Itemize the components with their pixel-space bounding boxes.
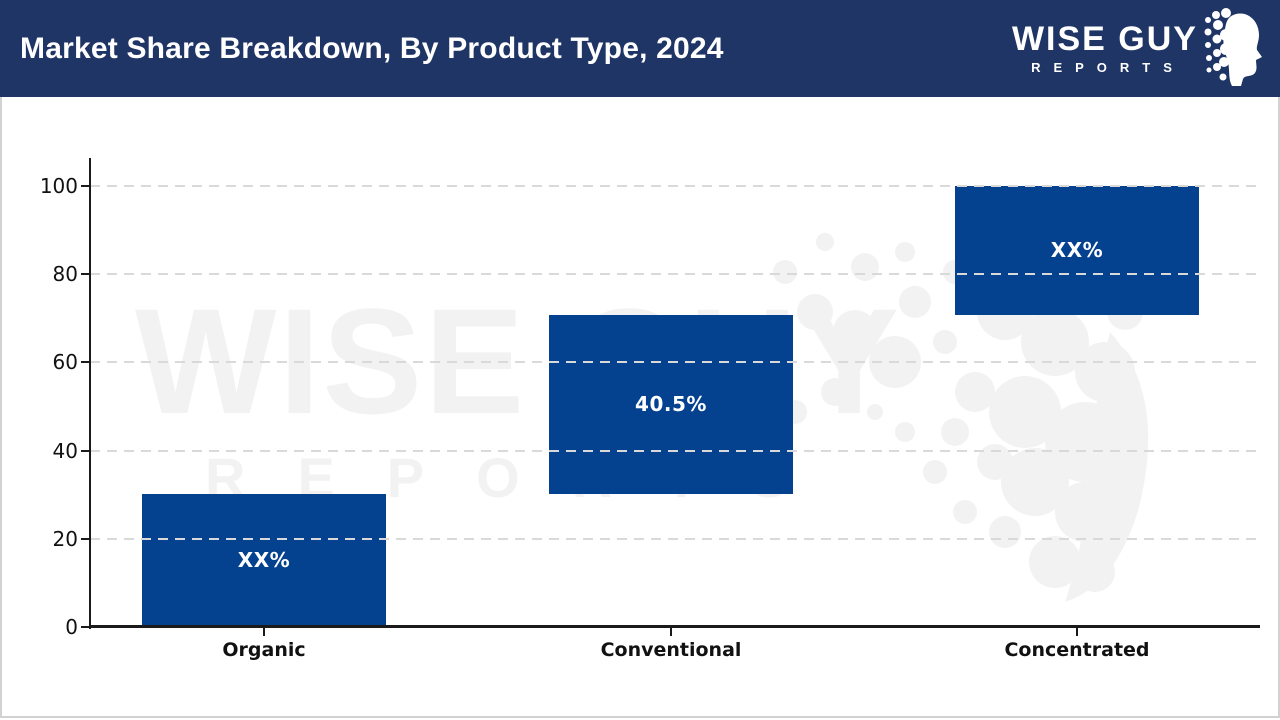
bar-value-label: XX% (237, 548, 291, 573)
x-tick-mark (670, 628, 672, 636)
y-tick-label: 40 (52, 438, 78, 463)
y-tick-mark (81, 537, 90, 540)
header-bar: Market Share Breakdown, By Product Type,… (0, 0, 1280, 97)
bar-value-label: XX% (1050, 238, 1104, 263)
x-tick-mark (263, 628, 265, 636)
y-tick-mark (81, 273, 90, 276)
y-tick-label: 80 (52, 262, 78, 287)
bar-organic: XX% (142, 493, 386, 627)
bar-conventional: 40.5% (549, 314, 793, 494)
x-tick-label-conventional: Conventional (600, 639, 742, 661)
x-tick-label-concentrated: Concentrated (1004, 639, 1150, 661)
gridline-60 (90, 361, 1260, 364)
y-tick-label: 20 (52, 526, 78, 551)
bar-concentrated: XX% (955, 186, 1199, 315)
gridline-80 (90, 273, 1260, 276)
logo-head-icon (1204, 8, 1262, 86)
y-tick-mark (81, 626, 90, 628)
logo-wordmark-line1: WISE GUY (1011, 20, 1198, 58)
logo-wordmark-line2: REPORTS (1031, 60, 1185, 75)
y-axis-line (89, 158, 91, 629)
logo-wordmark: WISE GUY REPORTS (1012, 21, 1198, 75)
x-axis-line (89, 625, 1260, 628)
figure-border-bottom (0, 716, 1280, 718)
x-tick-label-organic: Organic (222, 639, 306, 661)
y-tick-mark (81, 449, 90, 452)
gridline-20 (90, 537, 1260, 540)
y-tick-label: 0 (65, 615, 78, 639)
bar-value-label: 40.5% (635, 392, 707, 417)
figure-border-left (0, 97, 2, 717)
y-tick-label: 60 (52, 350, 78, 375)
y-tick-mark (81, 185, 90, 187)
gridline-40 (90, 449, 1260, 452)
wise-guy-reports-logo: WISE GUY REPORTS (1012, 8, 1266, 88)
chart-title: Market Share Breakdown, By Product Type,… (20, 31, 724, 65)
y-tick-label: 100 (39, 174, 78, 198)
x-tick-mark (1076, 628, 1078, 636)
figure-border-right (1278, 97, 1280, 717)
y-tick-mark (81, 361, 90, 364)
gridline-100 (90, 185, 1260, 187)
